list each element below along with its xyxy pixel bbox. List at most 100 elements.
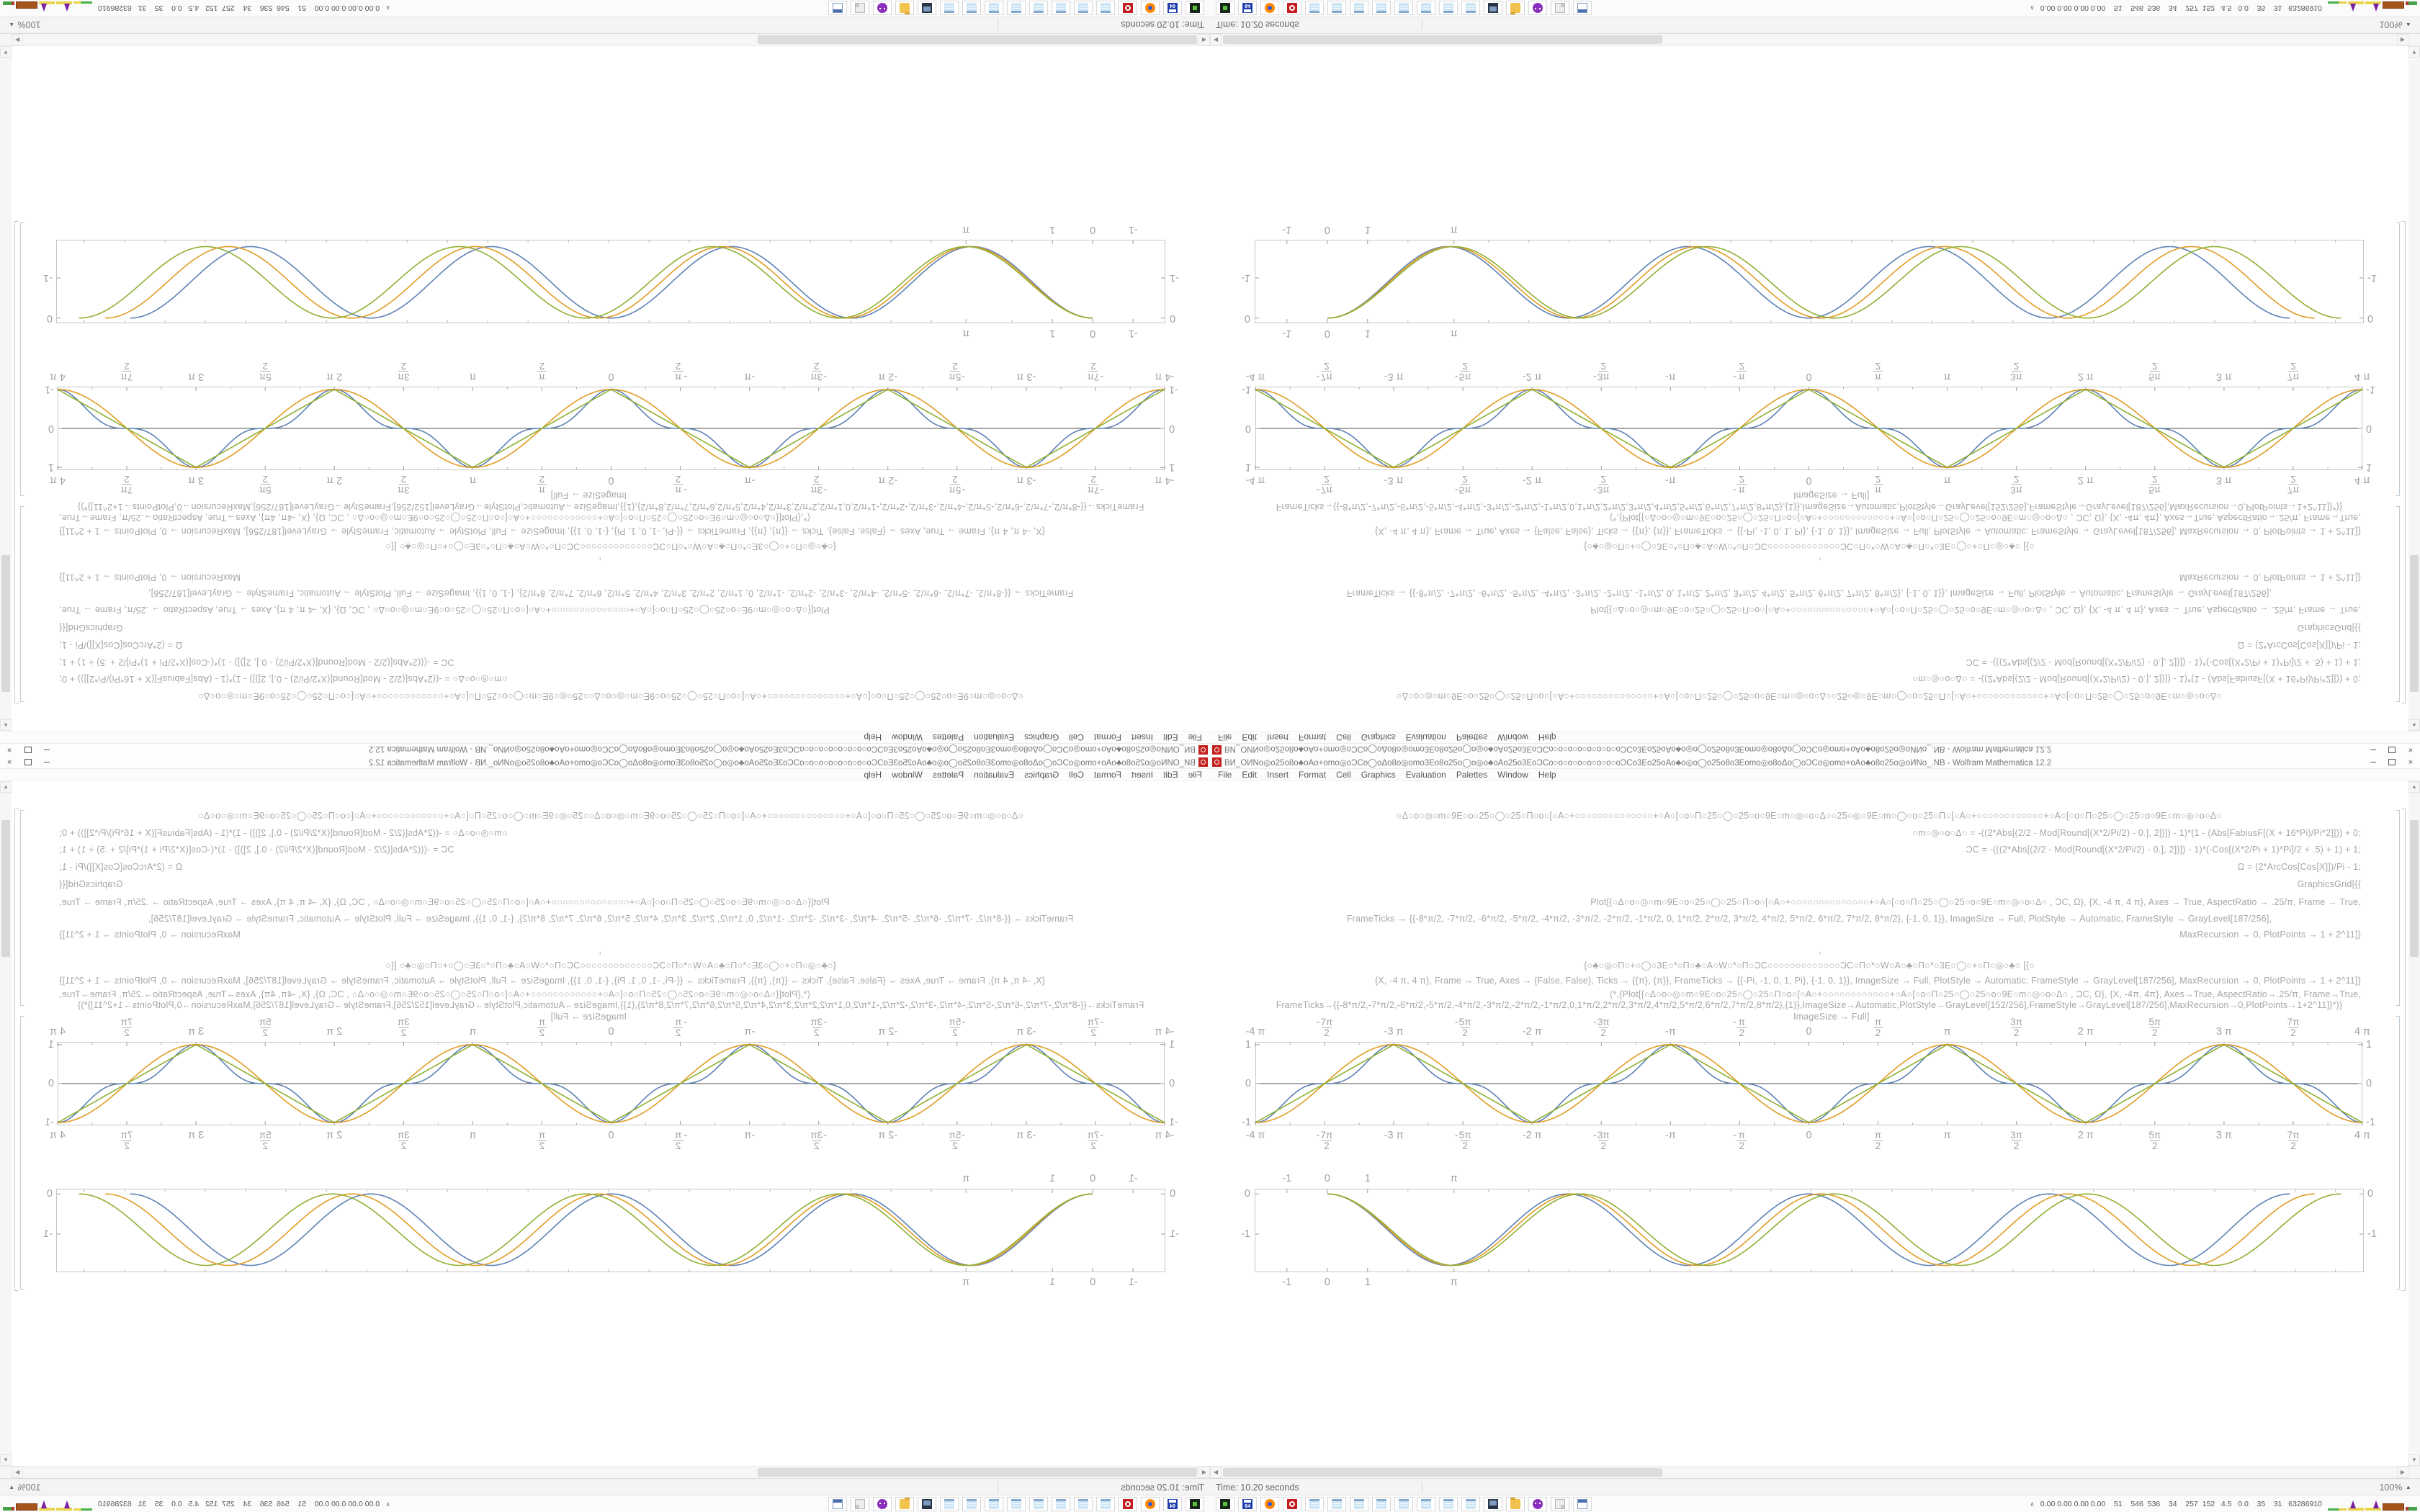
- scroll-right-icon[interactable]: ▶: [12, 1467, 23, 1478]
- tray-mini-graphs[interactable]: [2328, 1498, 2417, 1511]
- window-titlebar[interactable]: ВИ_ОИNо◎о25о8о♣оΑо+оmо◎оƆСо◯оΔо8о◎оmо3Ео…: [0, 756, 1210, 769]
- taskbar-icon-purple[interactable]: [873, 1497, 892, 1511]
- vertical-scrollbar[interactable]: ▲ ▼: [0, 781, 12, 1466]
- taskbar-icon-note[interactable]: [1029, 1497, 1048, 1511]
- menu-item-cell[interactable]: Cell: [1069, 732, 1084, 742]
- code-line[interactable]: Ω = (2*ArcCos[Cos[X]])/Pi - 1;: [2237, 862, 2361, 872]
- code-line[interactable]: {○♣○◎○Π○+○◯○3Ε○*○Π○♣○Α○W○*○Π○ƆC○○○○○○○○○…: [1584, 960, 2035, 971]
- code-line[interactable]: Ω = (2*ArcCos[Cos[X]])/Pi - 1;: [2237, 640, 2361, 650]
- code-line[interactable]: GraphicsGrid[{{: [2297, 623, 2361, 633]
- taskbar-icon-floppy[interactable]: 64: [1163, 1497, 1182, 1511]
- cell-bracket-input[interactable]: [20, 810, 24, 1006]
- cell-bracket-group[interactable]: [2401, 809, 2406, 1291]
- code-line[interactable]: (*,{Plot[{○Δ○o○◎○m○9Ε○o○25○◯○25○Π○o○[○Α○…: [1610, 513, 2361, 523]
- taskbar-icon-purple[interactable]: [1528, 1, 1547, 15]
- taskbar-icon-note[interactable]: [1439, 1, 1458, 15]
- code-line[interactable]: Plot[{○Δ○o○◎○m○9Ε○o○25○◯○25○Π○o○[○Α○+○○○…: [59, 897, 830, 907]
- scroll-down-icon[interactable]: ▼: [0, 1454, 12, 1466]
- taskbar-icon-ff[interactable]: [1260, 1497, 1279, 1511]
- code-line[interactable]: {X, -4 π, 4 π}, Frame → True, Axes → {Fa…: [59, 526, 1046, 536]
- scroll-right-icon[interactable]: ▶: [12, 34, 23, 45]
- taskbar-icon-note[interactable]: [1417, 1, 1435, 15]
- menu-item-palettes[interactable]: Palettes: [932, 770, 964, 780]
- code-line[interactable]: ƆC = -(((2*Abs[(2/2 - Mod[Round[(X*2/Pi/…: [1966, 845, 2361, 855]
- code-line[interactable]: ImageSize → Full]: [1793, 1012, 1870, 1022]
- code-line[interactable]: FrameTicks→{{-8*π/2,-7*π/2,-6*π/2,-5*π/2…: [1276, 1000, 2343, 1010]
- menu-item-file[interactable]: File: [1218, 732, 1232, 742]
- menu-item-cell[interactable]: Cell: [1069, 770, 1084, 780]
- code-line[interactable]: ○Δ○o○◎○m○9Ε○o○25○◯○25○Π○o○[○Α○+○○○○○○○○○…: [198, 691, 1023, 701]
- menu-item-insert[interactable]: Insert: [1267, 770, 1289, 780]
- taskbar-icon-note[interactable]: [1327, 1, 1346, 15]
- taskbar-icon-note[interactable]: [1052, 1, 1070, 15]
- menu-item-graphics[interactable]: Graphics: [1361, 770, 1396, 780]
- code-line[interactable]: Plot[{○Δ○o○◎○m○9Ε○o○25○◯○25○Π○o○[○Α○+○○○…: [59, 605, 830, 615]
- taskbar-icon-mon[interactable]: [918, 1497, 936, 1511]
- cell-bracket-output[interactable]: [2396, 1016, 2400, 1290]
- horizontal-scroll-thumb[interactable]: [758, 35, 1197, 44]
- taskbar-icon-folder[interactable]: [895, 1497, 914, 1511]
- menu-item-cell[interactable]: Cell: [1336, 770, 1351, 780]
- horizontal-scroll-thumb[interactable]: [1223, 1468, 1662, 1477]
- horizontal-scroll-thumb[interactable]: [758, 1468, 1197, 1477]
- taskbar-icon-mon[interactable]: [1484, 1497, 1502, 1511]
- menu-item-palettes[interactable]: Palettes: [1456, 732, 1488, 742]
- taskbar-icon-console[interactable]: [1573, 1, 1592, 15]
- menu-item-cell[interactable]: Cell: [1336, 732, 1351, 742]
- code-line[interactable]: ○Δ○o○◎○m○9Ε○o○25○◯○25○Π○o○[○Α○+○○○○○○○○○…: [1397, 811, 2222, 821]
- code-line[interactable]: {X, -4 π, 4 π}, Frame → True, Axes → {Fa…: [1374, 976, 2361, 986]
- cell-bracket-output[interactable]: [20, 222, 24, 496]
- code-line[interactable]: {○♣○◎○Π○+○◯○3Ε○*○Π○♣○Α○W○*○Π○ƆC○○○○○○○○○…: [1584, 541, 2035, 552]
- scroll-up-icon[interactable]: ▲: [0, 781, 12, 793]
- vertical-scroll-thumb[interactable]: [2410, 820, 2419, 957]
- taskbar-icon-note[interactable]: [1096, 1497, 1115, 1511]
- taskbar-icon-ff[interactable]: [1260, 1, 1279, 15]
- code-line[interactable]: (*,{Plot[{○Δ○o○◎○m○9Ε○o○25○◯○25○Π○o○[○Α○…: [1610, 989, 2361, 999]
- code-line[interactable]: ○m○◎○o○Δ○ = -((2*Abs[(2/2 - Mod[Round[(X…: [59, 674, 508, 684]
- code-line[interactable]: Ω = (2*ArcCos[Cos[X]])/Pi - 1;: [59, 640, 183, 650]
- vertical-scroll-thumb[interactable]: [1, 555, 10, 692]
- cell-bracket-input[interactable]: [2396, 810, 2400, 1006]
- cell-bracket-group[interactable]: [14, 809, 19, 1291]
- taskbar-icon-note[interactable]: [1327, 1497, 1346, 1511]
- taskbar-icon-note[interactable]: [1394, 1497, 1413, 1511]
- horizontal-scrollbar[interactable]: ◀ ▶: [1210, 1466, 2420, 1479]
- code-line[interactable]: FrameTicks → {{-8*π/2, -7*π/2, -6*π/2, -…: [1346, 588, 2272, 598]
- scroll-up-icon[interactable]: ▲: [2408, 781, 2420, 793]
- menu-item-insert[interactable]: Insert: [1267, 732, 1289, 742]
- cell-bracket-output[interactable]: [2396, 222, 2400, 496]
- code-line[interactable]: ,: [1819, 945, 1821, 955]
- code-line[interactable]: ,: [599, 557, 601, 567]
- plot-phase-drift-dips[interactable]: -1 0 1 π -1 0 1 π 0 0 -1 -1: [43, 224, 1179, 339]
- code-line[interactable]: MaxRecursion → 0, PlotPoints → 1 + 2^11]…: [2179, 930, 2361, 940]
- menu-item-help[interactable]: Help: [864, 732, 882, 742]
- taskbar-icon-note[interactable]: [1052, 1497, 1070, 1511]
- scroll-down-icon[interactable]: ▼: [2408, 46, 2420, 58]
- code-line[interactable]: ƆC = -(((2*Abs[(2/2 - Mod[Round[(X*2/Pi/…: [59, 657, 454, 667]
- taskbar-icon-note[interactable]: [1007, 1497, 1026, 1511]
- taskbar-icon-mon[interactable]: [918, 1, 936, 15]
- taskbar-icon-note[interactable]: [1074, 1497, 1093, 1511]
- taskbar-icon-note[interactable]: [985, 1497, 1003, 1511]
- code-line[interactable]: ,: [599, 945, 601, 955]
- taskbar-icon-gpu[interactable]: [1216, 1497, 1234, 1511]
- taskbar-icon-folder[interactable]: [1506, 1, 1525, 15]
- code-line[interactable]: ○m○◎○o○Δ○ = -((2*Abs[(2/2 - Mod[Round[(X…: [1912, 674, 2361, 684]
- menu-item-format[interactable]: Format: [1093, 770, 1121, 780]
- code-line[interactable]: ○m○◎○o○Δ○ = -((2*Abs[(2/2 - Mod[Round[(X…: [59, 828, 508, 838]
- scroll-right-icon[interactable]: ▶: [2397, 1467, 2408, 1478]
- horizontal-scrollbar[interactable]: ◀ ▶: [0, 1466, 1210, 1479]
- menu-item-help[interactable]: Help: [1538, 732, 1556, 742]
- cell-bracket-output[interactable]: [20, 1016, 24, 1290]
- code-line[interactable]: {X, -4 π, 4 π}, Frame → True, Axes → {Fa…: [1374, 526, 2361, 536]
- taskbar-icon-note[interactable]: [1372, 1497, 1391, 1511]
- code-line[interactable]: ƆC = -(((2*Abs[(2/2 - Mod[Round[(X*2/Pi/…: [1966, 657, 2361, 667]
- cell-bracket-input[interactable]: [20, 506, 24, 702]
- code-line[interactable]: (*,{Plot[{○Δ○o○◎○m○9Ε○o○25○◯○25○Π○o○[○Α○…: [59, 989, 810, 999]
- taskbar-icon-scroll[interactable]: [1551, 1497, 1569, 1511]
- menu-item-edit[interactable]: Edit: [1242, 732, 1258, 742]
- code-line[interactable]: ○Δ○o○◎○m○9Ε○o○25○◯○25○Π○o○[○Α○+○○○○○○○○○…: [1397, 691, 2222, 701]
- scroll-left-icon[interactable]: ◀: [1198, 34, 1210, 45]
